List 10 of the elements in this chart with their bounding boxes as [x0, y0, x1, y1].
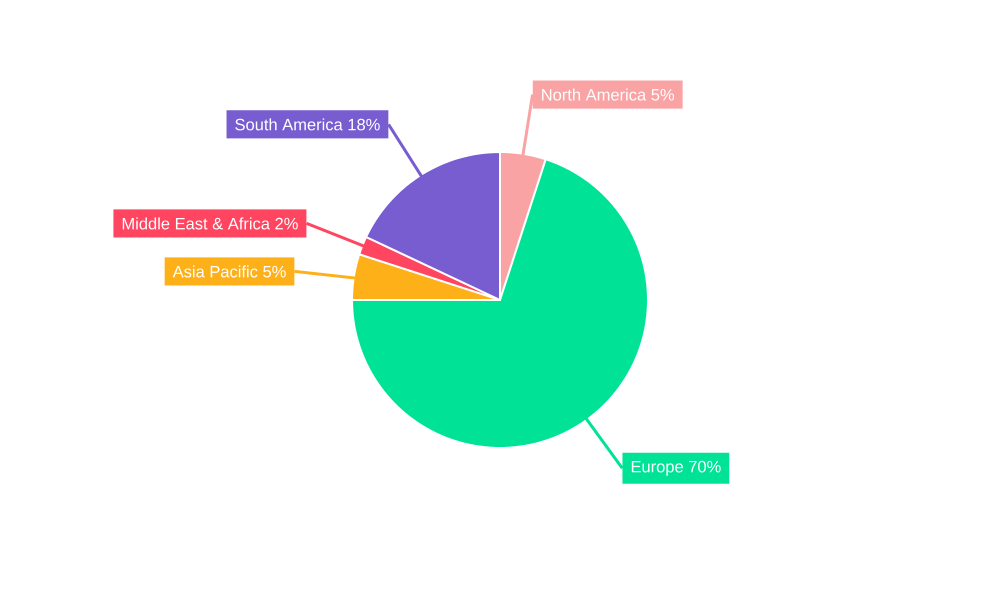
slice-label: Europe — [632, 460, 683, 476]
slice-label: North America — [542, 88, 646, 101]
data-label: 5% — [263, 266, 286, 278]
data-label: 5% — [651, 88, 674, 101]
slice-label: South America — [235, 118, 343, 130]
slice-label: Asia Pacific — [172, 265, 258, 278]
data-label: 70% — [689, 460, 721, 472]
slice-label: Middle East & Africa — [122, 217, 270, 230]
data-label: 2% — [275, 218, 298, 230]
data-label: 18% — [348, 118, 380, 130]
